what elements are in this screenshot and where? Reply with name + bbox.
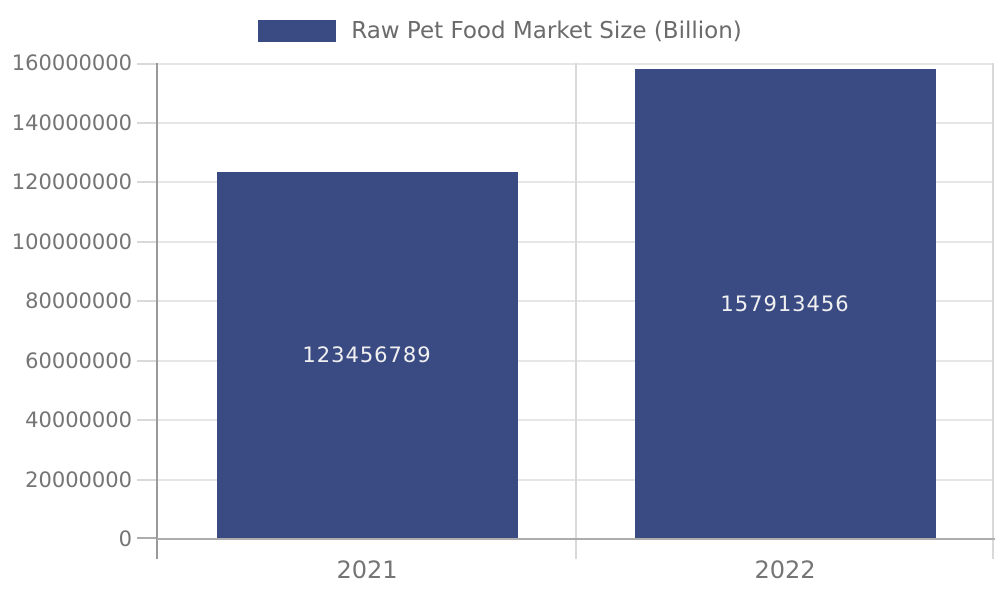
y-tick — [137, 300, 158, 302]
y-axis: 0 20000000 40000000 60000000 80000000 1000000… — [0, 51, 158, 551]
y-tick-label: 0 — [118, 527, 132, 551]
y-tick-label: 60000000 — [25, 348, 132, 373]
legend-label: Raw Pet Food Market Size (Billion) — [351, 18, 742, 44]
category-separator-line — [575, 63, 577, 559]
y-tick-label: 80000000 — [25, 289, 132, 313]
y-tick — [137, 537, 158, 539]
y-axis-line — [156, 63, 158, 559]
y-tick-label: 40000000 — [25, 408, 132, 432]
y-tick-label: 100000000 — [11, 229, 132, 254]
y-tick — [137, 240, 158, 243]
y-tick — [137, 181, 158, 183]
x-axis: 2021 2022 — [158, 539, 994, 600]
bar: 123456789 — [216, 171, 518, 539]
bar-value-label: 157913456 — [720, 292, 850, 317]
y-tick-label: 20000000 — [25, 467, 132, 492]
y-tick-label: 120000000 — [11, 170, 132, 194]
legend-swatch — [258, 20, 337, 42]
bar-value-label: 123456789 — [302, 343, 432, 368]
category-separator-line — [992, 63, 994, 559]
x-axis-line — [157, 538, 995, 540]
y-tick — [137, 359, 158, 362]
y-tick — [137, 478, 158, 481]
plot-area: 123456789 157913456 — [158, 63, 994, 559]
y-tick — [137, 419, 158, 421]
x-tick-label: 2021 — [336, 556, 398, 584]
x-tick-label: 2022 — [754, 556, 816, 584]
legend[interactable]: Raw Pet Food Market Size (Billion) — [0, 15, 1000, 47]
y-tick — [137, 121, 158, 124]
y-tick — [137, 63, 158, 65]
bar: 157913456 — [634, 69, 936, 539]
y-tick-label: 160000000 — [11, 51, 132, 75]
y-tick-label: 140000000 — [11, 110, 132, 135]
